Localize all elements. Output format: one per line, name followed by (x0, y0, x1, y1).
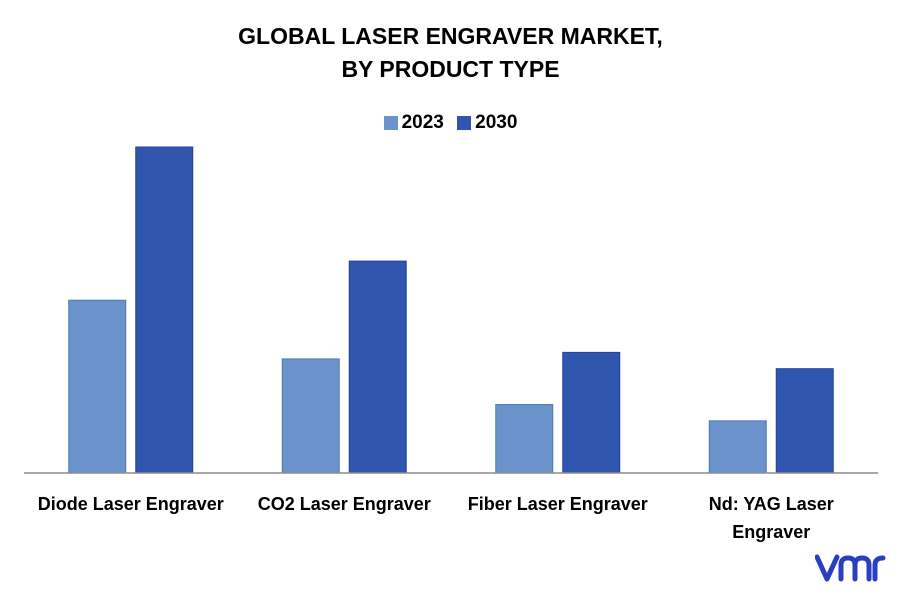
legend: 2023 2030 (0, 112, 901, 136)
bar-2023-0 (68, 299, 127, 474)
bar-2030-1 (348, 260, 407, 474)
category-label-3: Nd: YAG Laser Engraver (708, 494, 834, 542)
bar-2030-3 (775, 368, 834, 474)
bar-2023-1 (281, 358, 340, 474)
legend-item-2023: 2023 (383, 112, 444, 134)
bar-2030-0 (135, 146, 194, 474)
legend-label-2030: 2030 (475, 112, 518, 133)
chart-title: GLOBAL LASER ENGRAVER MARKET, BY PRODUCT… (0, 20, 901, 86)
bar-2030-2 (562, 351, 621, 474)
vmr-logo (815, 554, 886, 582)
legend-swatch-2030 (457, 116, 472, 130)
bar-2023-3 (708, 420, 767, 474)
category-label-2: Fiber Laser Engraver (467, 494, 648, 514)
chart-title-line-2: BY PRODUCT TYPE (341, 56, 560, 82)
chart-title-line-1: GLOBAL LASER ENGRAVER MARKET, (238, 23, 663, 49)
category-label-0: Diode Laser Engraver (37, 494, 224, 514)
bar-2023-2 (495, 404, 554, 474)
legend-item-2030: 2030 (457, 112, 517, 134)
legend-label-2023: 2023 (401, 112, 444, 133)
legend-swatch-2023 (383, 116, 398, 130)
category-label-1: CO2 Laser Engraver (257, 494, 431, 514)
